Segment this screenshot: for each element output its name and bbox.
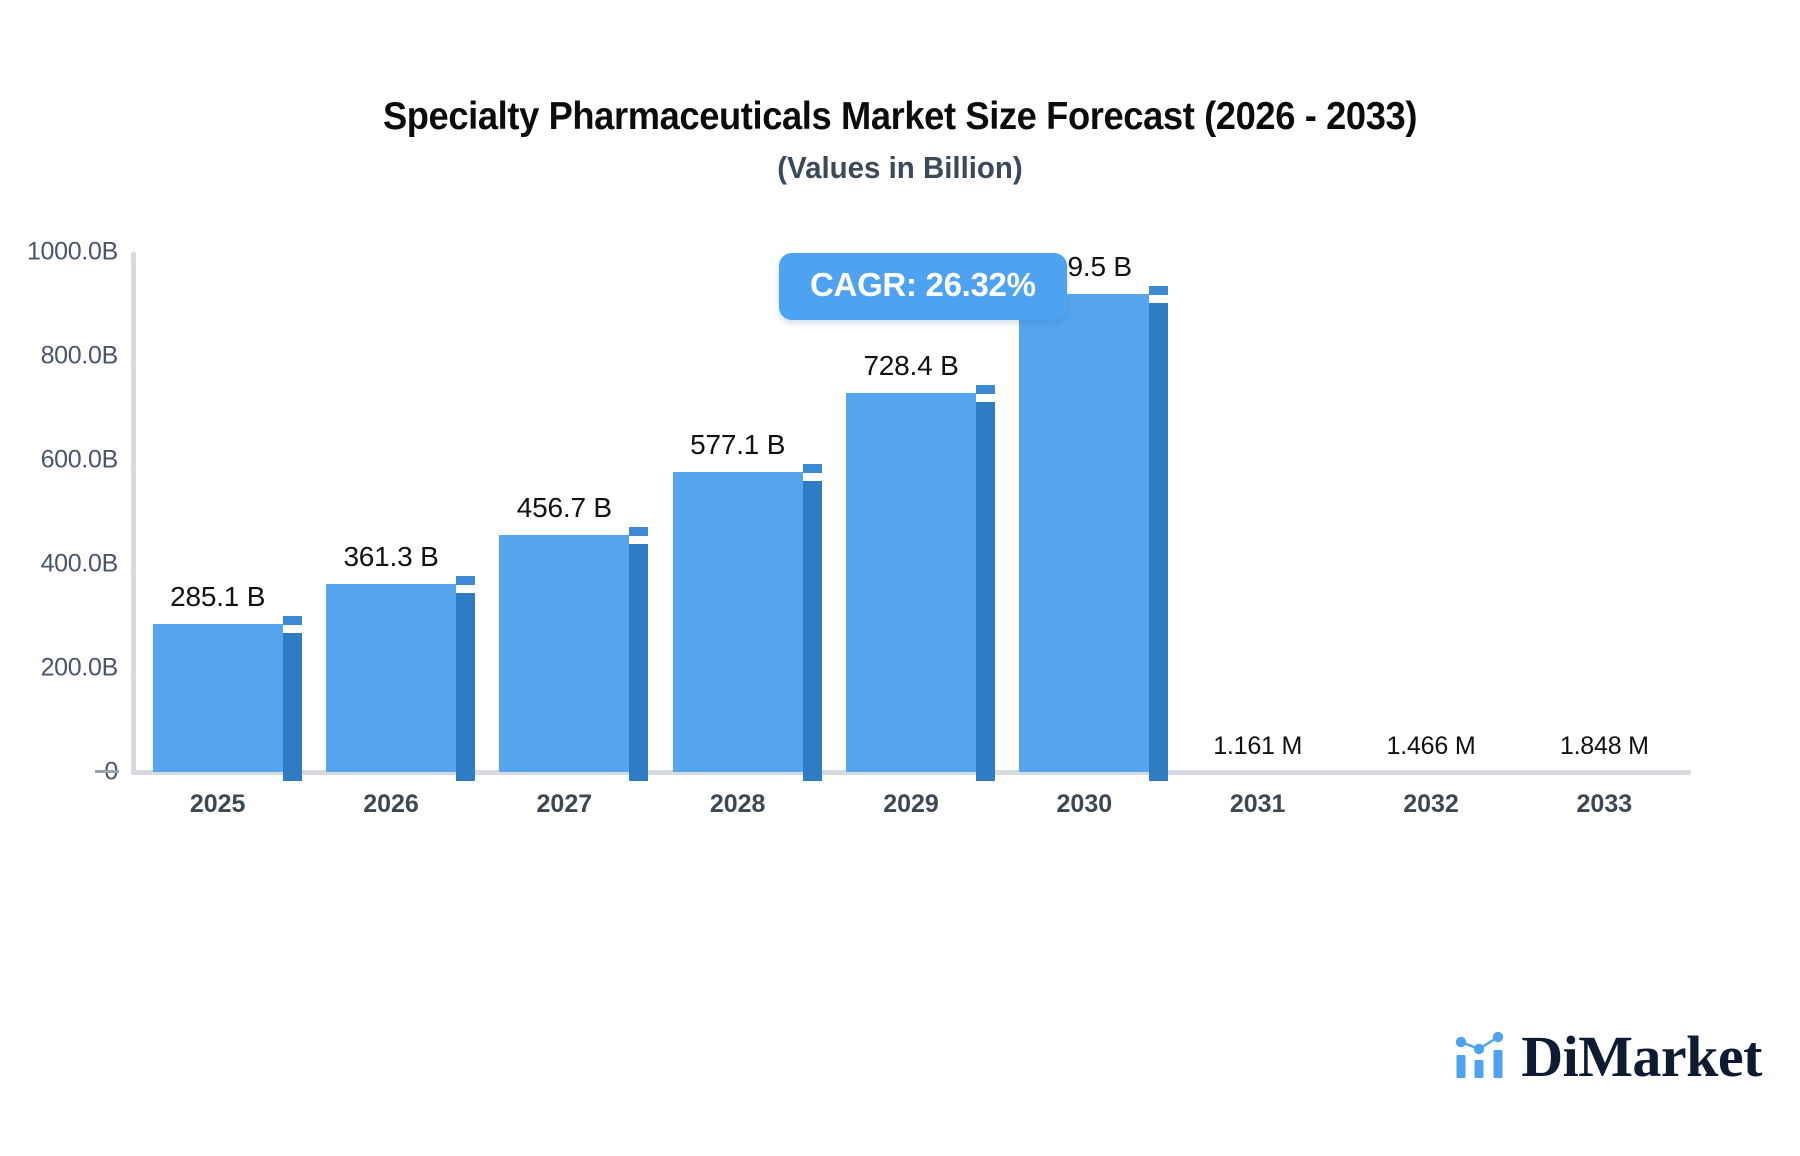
- chart-subtitle: (Values in Billion): [777, 149, 1023, 185]
- bar[interactable]: 361.3 B: [326, 541, 475, 781]
- x-axis-tick-label: 2027: [536, 790, 593, 818]
- y-axis-line: [131, 252, 136, 772]
- bar-front-face: [152, 623, 283, 772]
- bar-front-face: [672, 471, 803, 772]
- bar-side-face: [456, 593, 475, 781]
- bar-top-face: [802, 463, 822, 473]
- bar[interactable]: 577.1 B: [672, 429, 822, 781]
- bar-side-face: [976, 402, 995, 781]
- x-axis-tick-label: 2029: [883, 790, 939, 818]
- x-axis-tick-label: 2033: [1576, 790, 1633, 818]
- bar[interactable]: 1.848 M: [1539, 732, 1669, 772]
- x-axis-tick-label: 2028: [709, 790, 766, 818]
- x-axis-tick-label: 2032: [1403, 790, 1459, 818]
- bar[interactable]: 285.1 B: [152, 581, 302, 781]
- bar-front-face: [846, 393, 976, 772]
- chart-title: Specialty Pharmaceuticals Market Size Fo…: [382, 95, 1418, 138]
- x-axis-tick-label: 2030: [1056, 790, 1113, 818]
- bar-front-face: [1019, 293, 1150, 772]
- y-axis-tick-label: 600.0B: [40, 445, 119, 474]
- bar-value-label: 285.1 B: [170, 580, 266, 612]
- bar-side-face: [802, 480, 822, 781]
- bar-chart-logo-icon: [1452, 1029, 1508, 1086]
- bar-value-label: 1.848 M: [1559, 732, 1649, 760]
- bar[interactable]: 919.5 B: [1019, 251, 1169, 781]
- x-axis-tick-label: 2031: [1229, 790, 1286, 818]
- plot-area: 285.1 B 361.3 B 456.7 B 577.1 B 728.4 B 919.5…: [95, 251, 1691, 781]
- y-axis-tick-label: 400.0B: [40, 549, 119, 578]
- bar-front-face: [326, 584, 456, 772]
- bar-value-label: 1.161 M: [1213, 732, 1303, 760]
- x-axis-tick-label: 2026: [363, 790, 419, 818]
- y-axis-tick-label: 800.0B: [40, 341, 119, 370]
- x-axis-tick-label: 2025: [189, 790, 246, 818]
- bar-front-face: [499, 534, 630, 772]
- bar[interactable]: 728.4 B: [846, 350, 995, 781]
- bar-top-face: [1149, 285, 1169, 295]
- bar-value-label: 456.7 B: [516, 491, 612, 523]
- bar-top-face: [629, 526, 649, 536]
- bar[interactable]: 1.161 M: [1193, 732, 1323, 772]
- brand-logo: DiMarket: [1452, 1028, 1762, 1086]
- brand-name: DiMarket: [1521, 1024, 1762, 1089]
- bar-top-face: [456, 576, 475, 586]
- bar-value-label: 1.466 M: [1386, 732, 1476, 760]
- bar-value-label: 361.3 B: [343, 541, 439, 573]
- chart-header: Specialty Pharmaceuticals Market Size Fo…: [0, 95, 1800, 186]
- x-axis-labels: 2025 2026 2027 2028 2029 2030 2031 2032 2033: [131, 790, 1691, 830]
- cagr-badge: CAGR: 26.32%: [779, 253, 1067, 320]
- x-axis-line: [131, 770, 1691, 775]
- bar-top-face: [976, 385, 995, 395]
- bar[interactable]: 456.7 B: [499, 492, 649, 781]
- bar-side-face: [282, 632, 302, 781]
- bar-value-label: 577.1 B: [690, 428, 786, 460]
- bar-side-face: [629, 543, 649, 781]
- bar-value-label: 728.4 B: [863, 350, 959, 382]
- bar-top-face: [282, 615, 302, 625]
- y-axis-zero-tick: [95, 770, 119, 773]
- bar-side-face: [1149, 302, 1169, 781]
- y-axis-tick-label: 1000.0B: [26, 237, 118, 266]
- y-axis-tick-label: 200.0B: [40, 653, 119, 682]
- bar[interactable]: 1.466 M: [1366, 732, 1496, 772]
